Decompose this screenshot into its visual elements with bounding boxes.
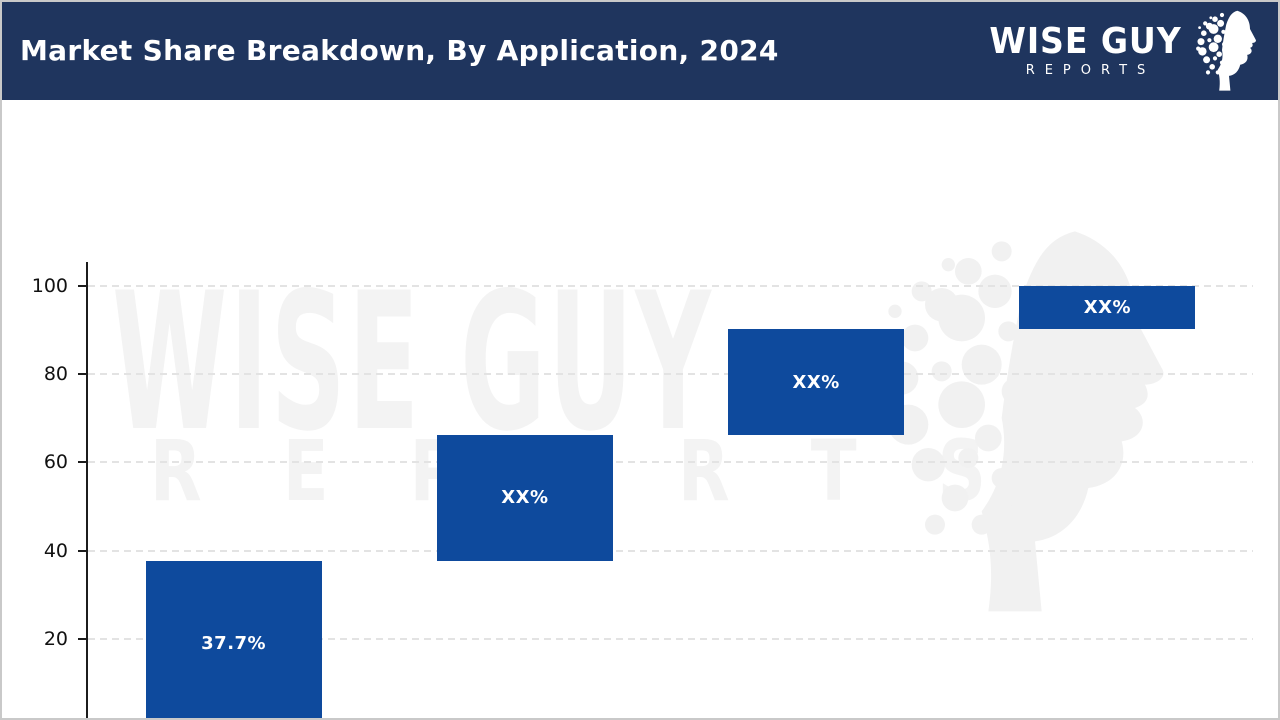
y-tick-mark-80 <box>78 373 86 376</box>
y-axis-line <box>86 262 88 720</box>
chart-area: WISE GUY R E P O R T S 02040608010037.7%… <box>0 100 1280 720</box>
y-tick-label-100: 100 <box>31 275 68 297</box>
y-tick-mark-40 <box>78 549 86 552</box>
page-title: Market Share Breakdown, By Application, … <box>20 33 779 67</box>
wise-guy-reports-logo: WISE GUY REPORTS <box>981 8 1280 92</box>
logo-head-icon <box>1196 10 1256 91</box>
logo-subtitle: REPORTS <box>1025 62 1156 78</box>
gridline-40 <box>88 549 1253 552</box>
logo-wordmark: WISE GUY <box>989 20 1182 62</box>
header-bar: Market Share Breakdown, By Application, … <box>0 0 1280 100</box>
bar-segment-2: XX% <box>436 435 613 561</box>
bar-value-label: XX% <box>792 371 840 393</box>
y-tick-label-80: 80 <box>43 363 68 386</box>
logo-text: WISE GUY REPORTS <box>981 20 1190 78</box>
y-tick-label-20: 20 <box>43 627 68 650</box>
gridline-100 <box>88 285 1253 287</box>
gridline-20 <box>88 637 1253 640</box>
y-tick-mark-100 <box>78 285 86 287</box>
y-tick-label-60: 60 <box>43 451 68 474</box>
bar-value-label: XX% <box>501 487 549 509</box>
bar-value-label: XX% <box>1083 297 1132 319</box>
gridline-60 <box>88 461 1253 464</box>
bar-segment-4: XX% <box>1019 286 1196 330</box>
plot-area: 02040608010037.7%Passenger VehiclesXX%Co… <box>32 262 1253 720</box>
bar-segment-1: 37.7% <box>145 560 322 720</box>
bar-segment-3: XX% <box>728 329 905 436</box>
y-tick-mark-20 <box>78 637 86 640</box>
gridline-80 <box>88 373 1253 376</box>
y-tick-label-40: 40 <box>43 539 68 562</box>
y-tick-label-0: 0 <box>6 715 68 720</box>
bar-value-label: 37.7% <box>201 633 267 655</box>
y-tick-mark-60 <box>78 461 86 464</box>
